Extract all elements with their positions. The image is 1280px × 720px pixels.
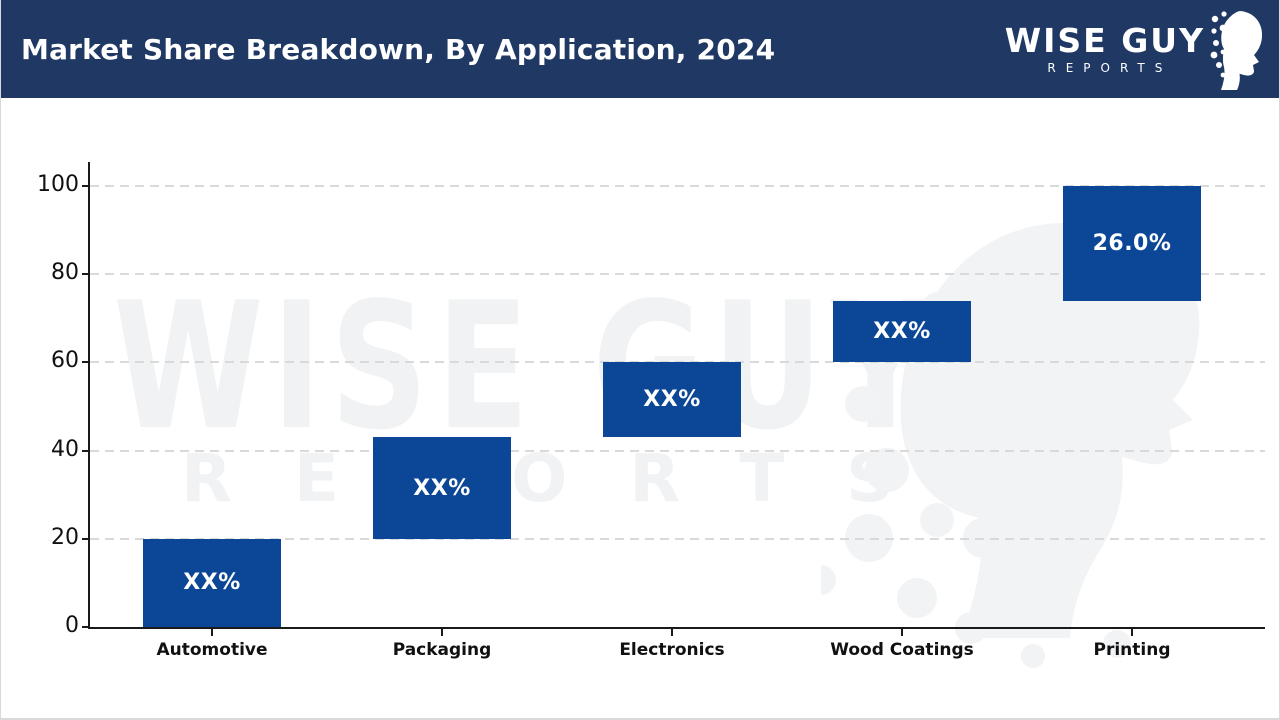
x-tick-mark <box>671 629 673 636</box>
grid-line <box>90 273 1265 276</box>
logo-wordmark: WISE GUY <box>1004 21 1205 61</box>
x-axis-label: Printing <box>1093 640 1171 660</box>
x-axis-label: Electronics <box>619 640 725 660</box>
x-tick-mark <box>211 629 213 636</box>
chart-area: WISE GUY REPORTS 0 20 40 60 80 100 XX% Automoti… <box>1 98 1280 720</box>
y-axis-tick-label: 100 <box>37 172 79 197</box>
bar: XX% <box>143 538 281 627</box>
grid-line <box>90 185 1265 187</box>
y-tick-mark <box>82 185 89 187</box>
logo-text: WISE GUY REPORTS <box>1004 21 1205 75</box>
y-axis-tick-label: 60 <box>51 348 79 374</box>
bar: XX% <box>833 300 971 363</box>
y-tick-mark <box>82 361 89 364</box>
watermark: WISE GUY REPORTS <box>1 98 1280 720</box>
x-axis-label: Automotive <box>156 640 268 660</box>
bar-label: 26.0% <box>1092 230 1172 256</box>
bar: XX% <box>373 437 511 539</box>
y-axis-tick-label: 40 <box>51 436 79 462</box>
y-tick-mark <box>82 537 89 540</box>
x-axis-label: Wood Coatings <box>830 640 974 660</box>
bar: XX% <box>603 362 741 438</box>
y-axis-tick-label: 0 <box>65 613 79 638</box>
header: Market Share Breakdown, By Application, … <box>1 0 1279 98</box>
chart-title: Market Share Breakdown, By Application, … <box>21 32 776 66</box>
x-tick-mark <box>1131 629 1133 636</box>
logo-face-icon <box>1210 11 1263 90</box>
y-axis-line <box>88 162 90 629</box>
x-axis-line <box>88 627 1265 629</box>
grid-line <box>90 537 1265 540</box>
wise-guy-logo: WISE GUY REPORTS <box>1005 8 1265 90</box>
y-axis-tick-label: 80 <box>51 260 79 286</box>
y-tick-mark <box>82 449 89 452</box>
y-tick-mark <box>82 626 89 628</box>
logo-subtitle: REPORTS <box>1047 60 1173 75</box>
y-tick-mark <box>82 273 89 276</box>
y-axis-tick-label: 20 <box>51 524 79 550</box>
bar-label: XX% <box>873 319 931 345</box>
bar-label: XX% <box>183 570 241 596</box>
bar-label: XX% <box>413 475 471 501</box>
watermark-subtitle: REPORTS <box>181 440 956 517</box>
bar: 26.0% <box>1063 186 1201 301</box>
grid-line <box>90 449 1265 452</box>
x-tick-mark <box>441 629 443 636</box>
x-axis-label: Packaging <box>392 640 492 660</box>
x-tick-mark <box>901 629 903 636</box>
bar-label: XX% <box>643 387 701 413</box>
watermark-wordmark: WISE GUY <box>113 266 938 469</box>
